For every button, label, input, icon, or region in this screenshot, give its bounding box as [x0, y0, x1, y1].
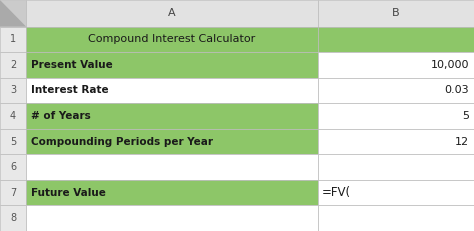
Bar [318, 205, 474, 231]
Bar [0, 52, 26, 78]
Bar [26, 154, 318, 180]
Text: 0.03: 0.03 [445, 85, 469, 95]
Bar [26, 52, 318, 78]
Bar [0, 27, 26, 52]
Text: Future Value: Future Value [31, 188, 106, 198]
Bar [318, 0, 474, 27]
Bar [0, 180, 26, 205]
Bar [0, 129, 26, 154]
Bar [318, 27, 474, 52]
Text: Present Value: Present Value [31, 60, 112, 70]
Bar [318, 52, 474, 78]
Bar [26, 78, 318, 103]
Bar [26, 205, 318, 231]
Text: 3: 3 [10, 85, 16, 95]
Text: A: A [168, 8, 176, 18]
Bar [0, 0, 26, 27]
Polygon shape [0, 0, 26, 27]
Text: 1: 1 [10, 34, 16, 44]
Text: 4: 4 [10, 111, 16, 121]
Text: 2: 2 [10, 60, 16, 70]
Bar [0, 78, 26, 103]
Text: Compound Interest Calculator: Compound Interest Calculator [88, 34, 255, 44]
Text: =FV(: =FV( [321, 186, 350, 199]
Text: 8: 8 [10, 213, 16, 223]
Bar [318, 180, 474, 205]
Text: Compounding Periods per Year: Compounding Periods per Year [31, 137, 213, 146]
Text: B: B [392, 8, 400, 18]
Text: 10,000: 10,000 [431, 60, 469, 70]
Text: 5: 5 [10, 137, 16, 146]
Bar [318, 78, 474, 103]
Bar [26, 180, 318, 205]
Text: 12: 12 [455, 137, 469, 146]
Text: Interest Rate: Interest Rate [31, 85, 109, 95]
Text: # of Years: # of Years [31, 111, 91, 121]
Bar [0, 205, 26, 231]
Bar [0, 154, 26, 180]
Bar [26, 0, 318, 27]
Text: 7: 7 [10, 188, 16, 198]
Bar [318, 129, 474, 154]
Bar [26, 27, 318, 52]
Text: 6: 6 [10, 162, 16, 172]
Bar [318, 154, 474, 180]
Bar [26, 129, 318, 154]
Bar [26, 103, 318, 129]
Bar [0, 103, 26, 129]
Bar [318, 103, 474, 129]
Text: 5: 5 [462, 111, 469, 121]
